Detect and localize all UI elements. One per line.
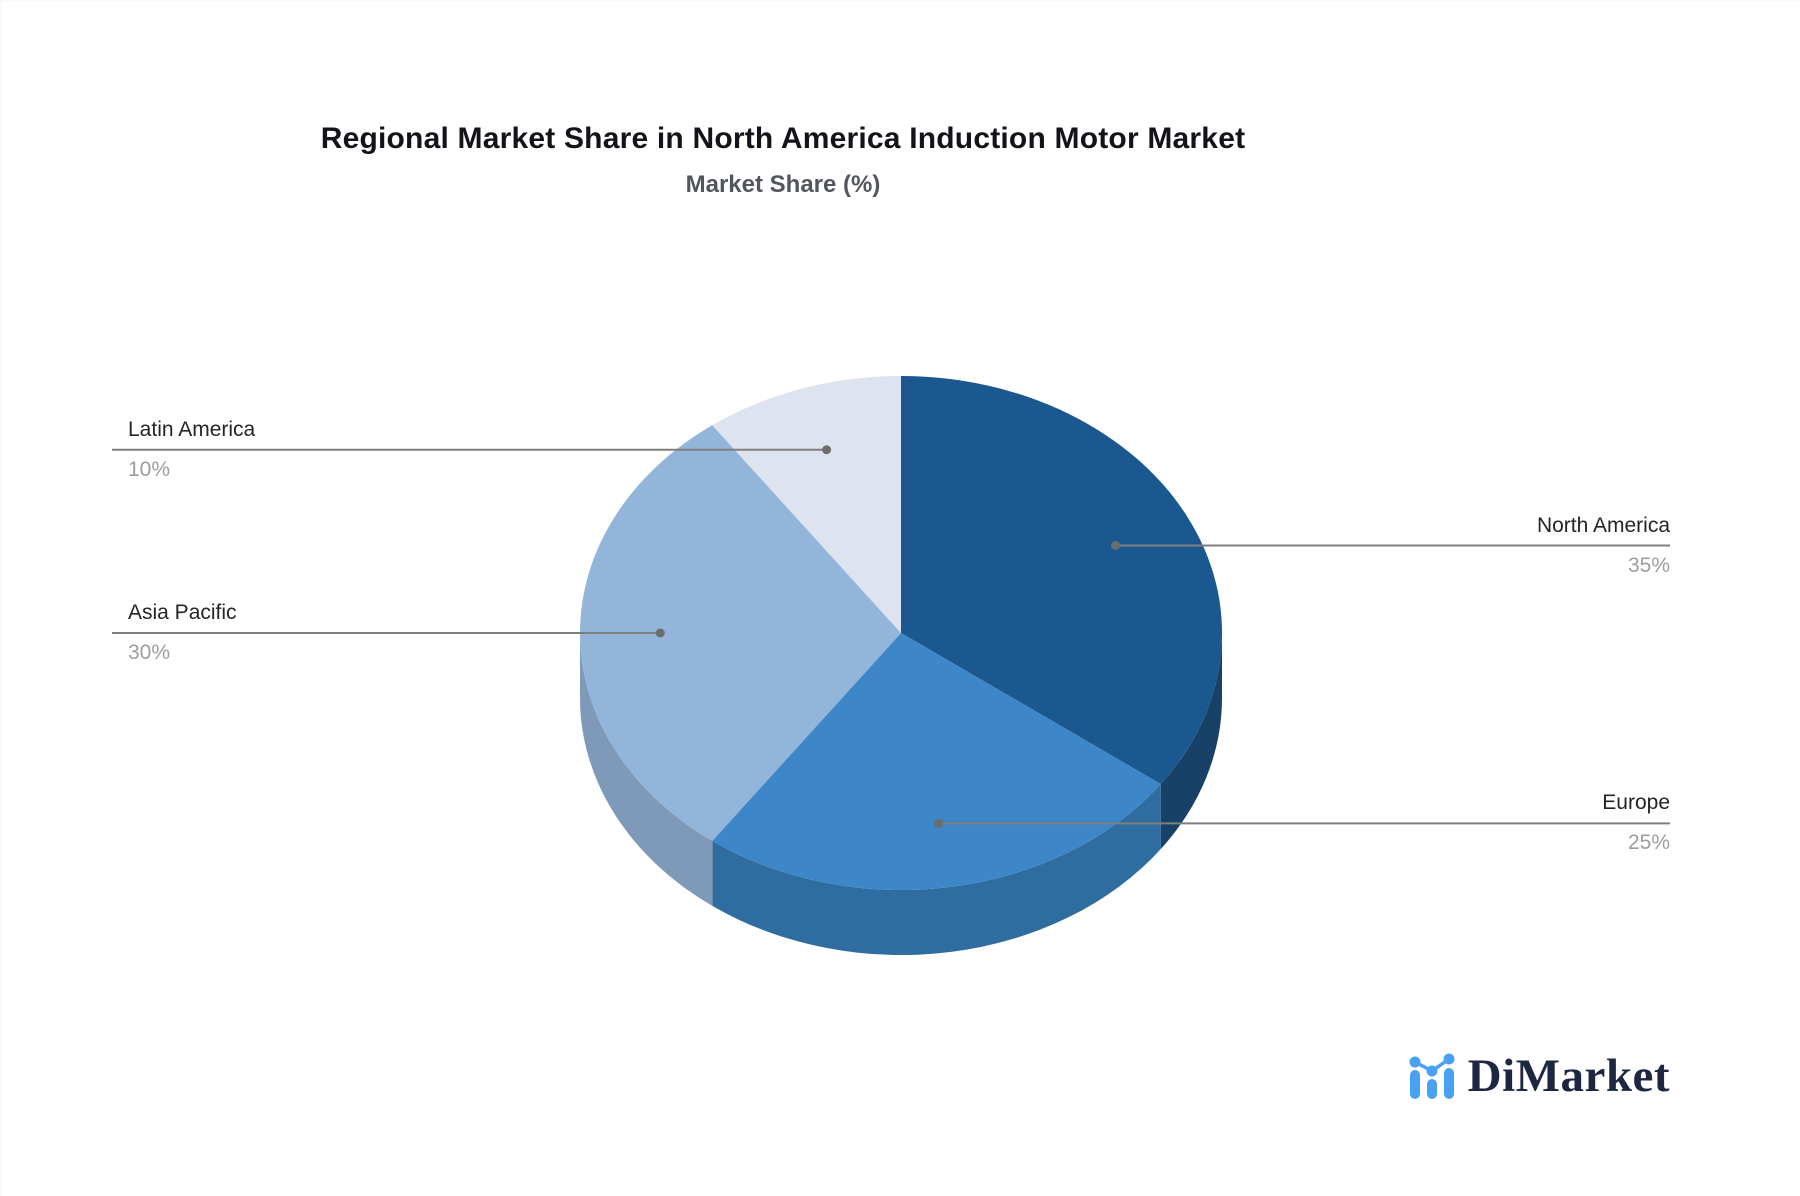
slice-percent: 35% bbox=[1627, 553, 1670, 577]
pie-slice-north-america[interactable] bbox=[901, 376, 1223, 785]
dimarket-logo: DiMarket bbox=[1407, 1044, 1670, 1104]
dimarket-logo-icon bbox=[1409, 1053, 1455, 1099]
slice-percent: 25% bbox=[1627, 831, 1670, 855]
slice-label: North America bbox=[1536, 513, 1670, 537]
slice-percent: 30% bbox=[128, 641, 171, 664]
top-border bbox=[0, 0, 1800, 2]
callout-dot-asia-pacific bbox=[655, 628, 665, 638]
chart-subtitle: Market Share (%) bbox=[685, 171, 881, 198]
logo-text: DiMarket bbox=[1467, 1050, 1670, 1102]
pie-slice-latin-america[interactable] bbox=[712, 376, 901, 633]
left-border bbox=[0, 0, 2, 1196]
slice-percent: 10% bbox=[128, 457, 171, 481]
callout-dot-europe bbox=[934, 818, 944, 828]
pie-slice-side-europe bbox=[712, 784, 1161, 956]
pie-slice-side-asia-pacific bbox=[580, 633, 713, 906]
pie-slice-asia-pacific[interactable] bbox=[580, 425, 901, 841]
callout-latin-america: Latin America 10% bbox=[128, 418, 255, 482]
pie-slice-europe[interactable] bbox=[712, 633, 1161, 891]
slice-label: Asia Pacific bbox=[128, 601, 237, 624]
callout-asia-pacific: Asia Pacific 30% bbox=[128, 601, 237, 665]
callout-dot-latin-america bbox=[822, 445, 832, 455]
callout-north-america: North America 35% bbox=[1537, 514, 1670, 578]
pie-slice-side-north-america bbox=[1160, 633, 1222, 850]
chart-title: Regional Market Share in North America I… bbox=[320, 122, 1246, 155]
callout-dot-north-america bbox=[1111, 541, 1120, 550]
callout-europe: Europe 25% bbox=[1602, 791, 1670, 855]
slice-label: Europe bbox=[1602, 791, 1670, 815]
slice-label: Latin America bbox=[128, 417, 256, 441]
